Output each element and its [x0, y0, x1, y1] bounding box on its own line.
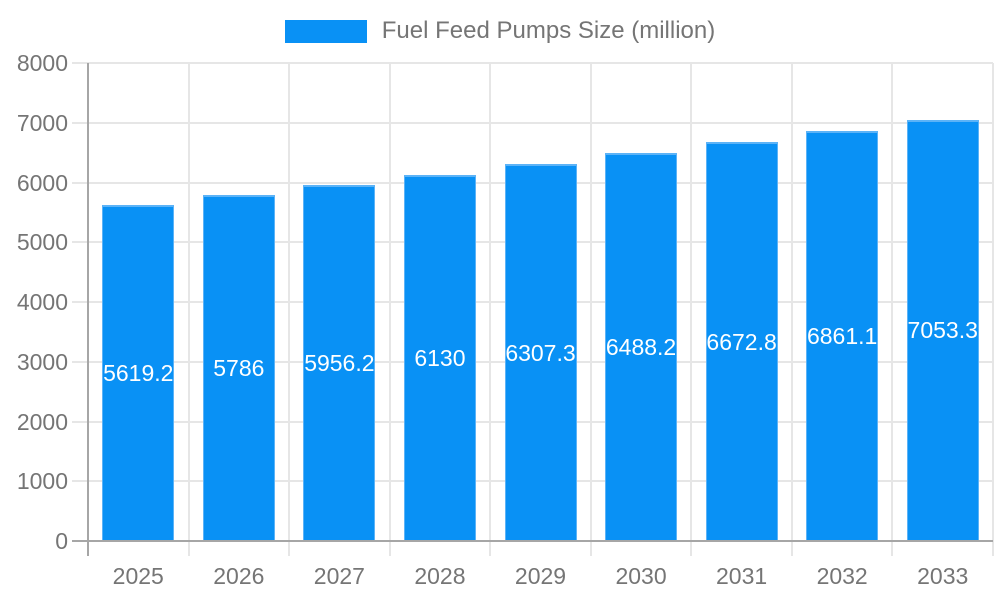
- x-tick-label: 2028: [414, 563, 466, 589]
- y-tick-label: 0: [55, 528, 68, 554]
- y-tick-label: 8000: [16, 50, 68, 76]
- y-tick-label: 7000: [16, 109, 68, 136]
- bar-2029[interactable]: [504, 164, 577, 540]
- bar-value-label: 5956.2: [304, 350, 375, 377]
- x-tick-label: 2031: [716, 563, 768, 589]
- x-tick-label: 2026: [213, 563, 265, 589]
- bar-value-label: 6488.2: [605, 334, 677, 361]
- legend-item-fuel-feed-pumps[interactable]: Fuel Feed Pumps Size (million): [284, 17, 716, 44]
- y-tick-label: 4000: [16, 289, 68, 315]
- y-tick-label: 6000: [16, 169, 68, 196]
- x-tick-label: 2029: [514, 563, 567, 589]
- x-gridline: [891, 63, 894, 556]
- x-tick-label: 2025: [112, 563, 164, 589]
- legend-swatch: [284, 19, 367, 43]
- y-tick-label: 2000: [16, 408, 68, 435]
- bar-2025[interactable]: [102, 205, 175, 540]
- bar-value-label: 7053.3: [907, 317, 978, 344]
- bar-value-label: 5786: [213, 355, 265, 382]
- y-axis-line: [87, 63, 89, 556]
- bar-2026[interactable]: [202, 195, 275, 540]
- bar-2033[interactable]: [906, 119, 979, 540]
- x-tick-label: 2027: [313, 563, 365, 589]
- bar-2030[interactable]: [605, 153, 678, 540]
- x-gridline: [992, 63, 994, 556]
- bar-value-label: 6861.1: [806, 323, 878, 350]
- y-tick-label: 5000: [16, 229, 68, 256]
- bar-2028[interactable]: [403, 174, 476, 540]
- x-gridline: [690, 63, 693, 556]
- x-gridline: [489, 63, 492, 556]
- bar-2027[interactable]: [303, 185, 376, 540]
- y-tick-label: 3000: [16, 348, 68, 375]
- x-gridline: [589, 63, 592, 556]
- x-gridline: [388, 63, 391, 556]
- x-gridline: [187, 63, 190, 556]
- x-tick-label: 2032: [816, 563, 868, 589]
- x-tick-label: 2033: [917, 563, 969, 589]
- bar-value-label: 5619.2: [103, 360, 174, 387]
- x-gridline: [790, 63, 793, 556]
- x-gridline: [288, 63, 291, 556]
- x-tick-label: 2030: [615, 563, 667, 589]
- y-gridline: [72, 121, 993, 124]
- bar-2032[interactable]: [806, 131, 879, 540]
- legend-label: Fuel Feed Pumps Size (million): [381, 17, 716, 44]
- bar-value-label: 6307.3: [505, 339, 576, 366]
- y-tick-label: 1000: [16, 468, 68, 495]
- y-gridline: [72, 62, 993, 64]
- chart-legend: Fuel Feed Pumps Size (million): [0, 19, 1000, 43]
- x-axis-line: [72, 540, 993, 542]
- bar-value-label: 6672.8: [706, 328, 777, 355]
- bar-2031[interactable]: [705, 142, 778, 540]
- bar-value-label: 6130: [414, 344, 466, 371]
